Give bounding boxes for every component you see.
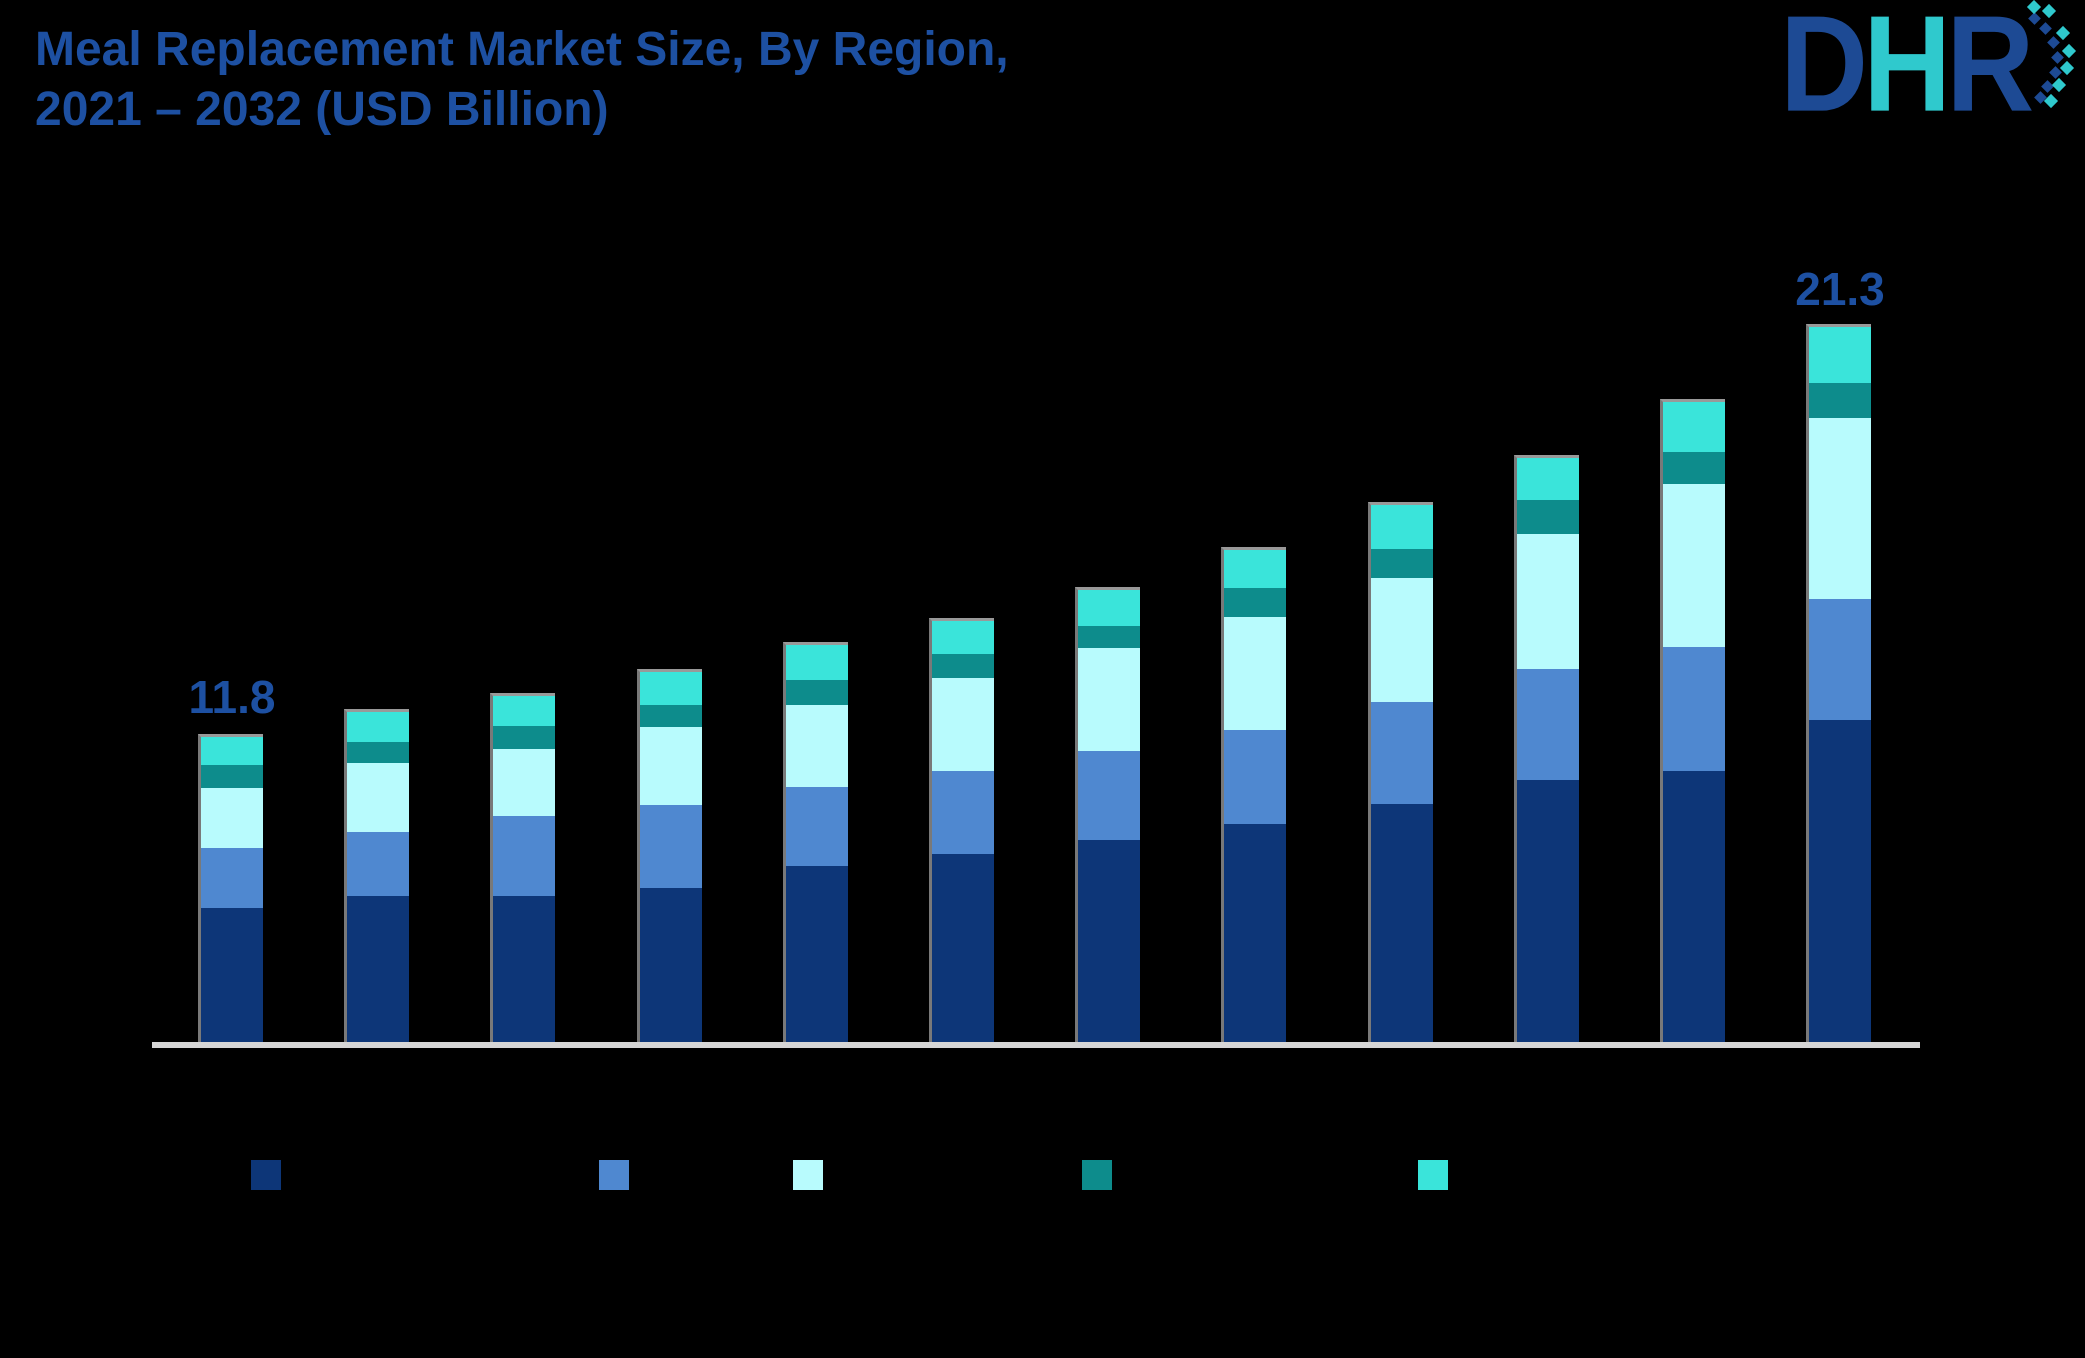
- legend-swatch-medium-blue: [599, 1160, 629, 1190]
- legend-swatch-pale-cyan: [793, 1160, 823, 1190]
- bar-2027-segment-dark-navy: [1078, 840, 1140, 1042]
- bar-2031-segment-turquoise: [1663, 402, 1725, 452]
- bar-2022-segment-dark-navy: [347, 896, 409, 1042]
- bar-2027: [1075, 587, 1140, 1042]
- bar-2026: [929, 618, 994, 1042]
- bar-2025: [783, 642, 848, 1042]
- bar-2022-segment-teal: [347, 742, 409, 763]
- bar-2031-segment-medium-blue: [1663, 647, 1725, 771]
- bar-2028: [1221, 547, 1286, 1042]
- bar-2021-segment-dark-navy: [201, 908, 263, 1042]
- bar-2023-segment-teal: [493, 726, 555, 749]
- bar-2024: [637, 669, 702, 1042]
- bar-2028-segment-pale-cyan: [1224, 617, 1286, 730]
- bar-2031: [1660, 399, 1725, 1042]
- bar-2031-segment-pale-cyan: [1663, 484, 1725, 647]
- bar-2026-segment-pale-cyan: [932, 678, 994, 771]
- bar-2023-segment-medium-blue: [493, 816, 555, 896]
- bar-2026-segment-medium-blue: [932, 771, 994, 854]
- bar-2030-segment-dark-navy: [1517, 780, 1579, 1042]
- bar-2029-segment-pale-cyan: [1371, 578, 1433, 702]
- bar-2023-segment-pale-cyan: [493, 749, 555, 816]
- bar-2030-segment-teal: [1517, 500, 1579, 534]
- bar-2032: [1806, 324, 1871, 1042]
- bar-2026-segment-turquoise: [932, 621, 994, 654]
- bar-2023-segment-dark-navy: [493, 896, 555, 1042]
- bar-2030-segment-turquoise: [1517, 458, 1579, 500]
- bar-2032-segment-teal: [1809, 383, 1871, 418]
- bar-2022: [344, 709, 409, 1042]
- bar-2026-segment-teal: [932, 654, 994, 678]
- bar-2029-segment-teal: [1371, 549, 1433, 578]
- bar-2024-segment-dark-navy: [640, 888, 702, 1042]
- bar-2021-segment-medium-blue: [201, 848, 263, 908]
- chart-title-line2: 2021 – 2032 (USD Billion): [35, 83, 609, 136]
- bar-2027-segment-teal: [1078, 626, 1140, 648]
- bar-2027-segment-pale-cyan: [1078, 648, 1140, 751]
- bar-2025-segment-pale-cyan: [786, 705, 848, 787]
- logo-letter-d: D: [1780, 0, 1868, 140]
- bar-2030-segment-pale-cyan: [1517, 534, 1579, 669]
- bar-2031-segment-dark-navy: [1663, 771, 1725, 1042]
- bar-2032-segment-dark-navy: [1809, 720, 1871, 1042]
- bar-2024-segment-teal: [640, 705, 702, 727]
- bar-2028-segment-turquoise: [1224, 550, 1286, 588]
- bar-2026-segment-dark-navy: [932, 854, 994, 1042]
- legend-swatch-teal: [1082, 1160, 1112, 1190]
- dhr-logo: DHR: [1780, 0, 2034, 132]
- logo-letter-r: R: [1946, 0, 2034, 140]
- x-axis-baseline: [152, 1042, 1920, 1048]
- chart-title-line1: Meal Replacement Market Size, By Region,: [35, 23, 1009, 76]
- legend-swatch-turquoise: [1418, 1160, 1448, 1190]
- bar-2023-segment-turquoise: [493, 696, 555, 726]
- bar-2025-segment-medium-blue: [786, 787, 848, 866]
- bar-2022-segment-medium-blue: [347, 832, 409, 896]
- bar-2029: [1368, 502, 1433, 1042]
- bar-2022-segment-turquoise: [347, 712, 409, 742]
- bar-2025-segment-turquoise: [786, 645, 848, 680]
- bar-2024-segment-pale-cyan: [640, 727, 702, 805]
- bar-2024-segment-medium-blue: [640, 805, 702, 888]
- value-label-first: 11.8: [188, 671, 276, 723]
- bar-2024-segment-turquoise: [640, 672, 702, 705]
- logo-letter-h: H: [1863, 0, 1951, 140]
- legend-swatch-dark-navy: [251, 1160, 281, 1190]
- bar-2029-segment-turquoise: [1371, 505, 1433, 549]
- bar-2029-segment-medium-blue: [1371, 702, 1433, 804]
- bar-2025-segment-dark-navy: [786, 866, 848, 1042]
- bar-2030-segment-medium-blue: [1517, 669, 1579, 780]
- bar-2028-segment-medium-blue: [1224, 730, 1286, 824]
- chart-title: Meal Replacement Market Size, By Region,…: [35, 20, 1009, 140]
- bar-2021: [198, 734, 263, 1042]
- bar-2021-segment-turquoise: [201, 737, 263, 765]
- value-label-last: 21.3: [1795, 263, 1885, 315]
- bar-2022-segment-pale-cyan: [347, 763, 409, 832]
- bar-2032-segment-medium-blue: [1809, 599, 1871, 720]
- bar-2021-segment-teal: [201, 765, 263, 788]
- bar-2032-segment-turquoise: [1809, 327, 1871, 383]
- bar-2027-segment-turquoise: [1078, 590, 1140, 626]
- bar-2031-segment-teal: [1663, 452, 1725, 484]
- bar-2032-segment-pale-cyan: [1809, 418, 1871, 599]
- bar-2027-segment-medium-blue: [1078, 751, 1140, 840]
- bar-2028-segment-teal: [1224, 588, 1286, 617]
- bar-2023: [490, 693, 555, 1042]
- bar-2021-segment-pale-cyan: [201, 788, 263, 848]
- bar-2029-segment-dark-navy: [1371, 804, 1433, 1042]
- bar-2028-segment-dark-navy: [1224, 824, 1286, 1042]
- bar-2030: [1514, 455, 1579, 1042]
- bar-2025-segment-teal: [786, 680, 848, 705]
